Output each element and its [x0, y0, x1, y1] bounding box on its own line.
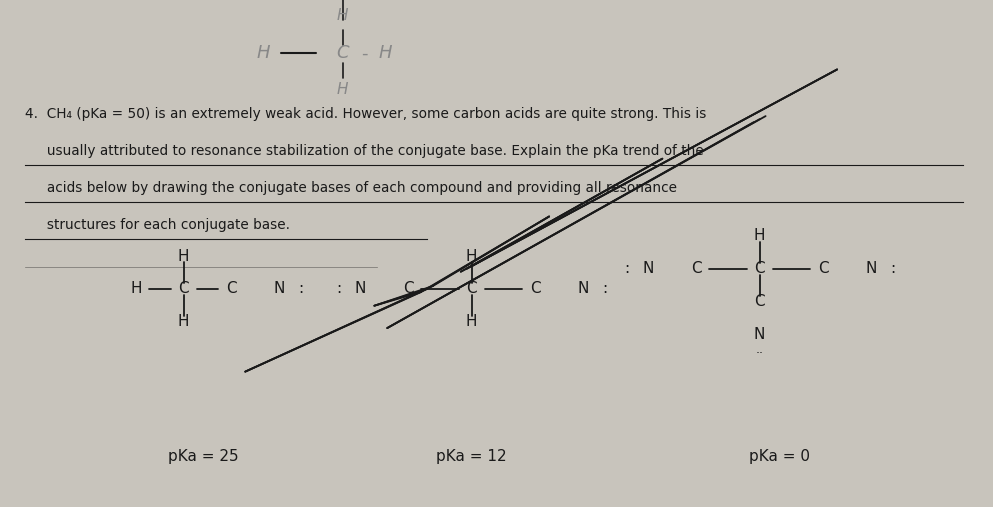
Text: :: : — [602, 281, 608, 297]
Text: pKa = 12: pKa = 12 — [436, 449, 507, 464]
Text: ··: ·· — [756, 347, 764, 360]
Text: -: - — [361, 44, 367, 62]
Text: :: : — [298, 281, 304, 297]
Text: C: C — [226, 281, 236, 297]
Text: pKa = 0: pKa = 0 — [749, 449, 810, 464]
Text: :: : — [336, 281, 342, 297]
Text: C: C — [403, 281, 413, 297]
Text: H: H — [337, 8, 349, 23]
Text: pKa = 25: pKa = 25 — [168, 449, 239, 464]
Text: C: C — [530, 281, 540, 297]
Text: N: N — [355, 281, 366, 297]
Text: H: H — [754, 228, 766, 243]
Text: C: C — [179, 281, 189, 297]
Text: :: : — [624, 261, 630, 276]
Text: H: H — [256, 44, 270, 62]
Text: C: C — [818, 261, 828, 276]
Text: :: : — [890, 261, 896, 276]
Text: C: C — [691, 261, 701, 276]
Text: C: C — [755, 261, 765, 276]
Text: H: H — [178, 248, 190, 264]
Text: N: N — [642, 261, 654, 276]
Text: N: N — [273, 281, 285, 297]
Text: H: H — [178, 314, 190, 330]
Text: N: N — [754, 327, 766, 342]
Text: N: N — [577, 281, 589, 297]
Text: H: H — [337, 82, 349, 97]
Text: 4.  CH₄ (pKa = 50) is an extremely weak acid. However, some carbon acids are qui: 4. CH₄ (pKa = 50) is an extremely weak a… — [25, 107, 706, 121]
Text: C: C — [755, 294, 765, 309]
Text: structures for each conjugate base.: structures for each conjugate base. — [25, 218, 290, 232]
Text: acids below by drawing the conjugate bases of each compound and providing all re: acids below by drawing the conjugate bas… — [25, 181, 677, 195]
Text: N: N — [865, 261, 877, 276]
Text: C: C — [467, 281, 477, 297]
Text: H: H — [130, 281, 142, 297]
Text: H: H — [466, 314, 478, 330]
Text: H: H — [466, 248, 478, 264]
Text: H: H — [378, 44, 392, 62]
Text: usually attributed to resonance stabilization of the conjugate base. Explain the: usually attributed to resonance stabiliz… — [25, 144, 704, 158]
Text: C: C — [337, 44, 349, 62]
